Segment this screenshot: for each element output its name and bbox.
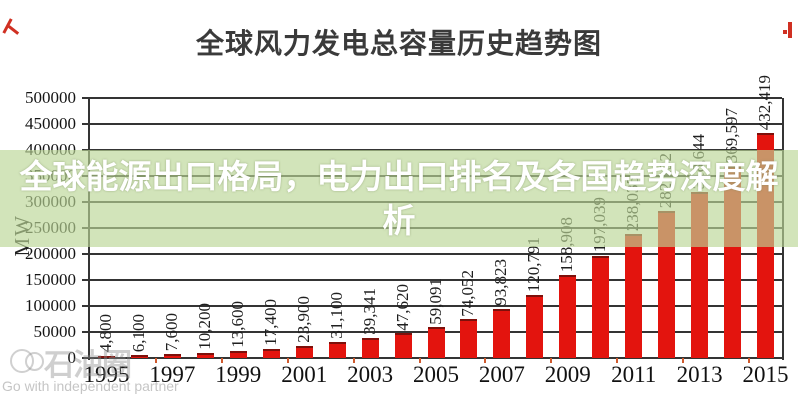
x-axis-label: 2001 (281, 362, 328, 387)
y-axis-label: 100000 (25, 296, 76, 315)
bar (361, 337, 379, 358)
y-axis-label: 500000 (25, 88, 76, 107)
bar (460, 319, 478, 358)
watermark-logo-icon (25, 352, 44, 371)
chart-title: 全球风力发电总容量历史趋势图 (195, 28, 602, 59)
y-axis-label: 50000 (33, 322, 77, 341)
y-axis-label: 150000 (25, 270, 76, 289)
x-axis-tick (550, 358, 553, 363)
y-axis-label: 200000 (25, 244, 76, 263)
bar (229, 350, 247, 358)
bar-value-label: 10,200 (194, 302, 214, 350)
x-axis-tick (418, 358, 421, 363)
y-axis-tick (82, 253, 90, 255)
bar-value-label: 432,419 (755, 74, 775, 131)
bar (295, 345, 313, 358)
bar (196, 352, 214, 358)
y-axis-tick (82, 279, 90, 281)
y-axis-tick (82, 331, 90, 333)
bar-value-label: 23,900 (293, 295, 313, 343)
watermark-corner-mark-icon (788, 22, 792, 38)
gridline (90, 305, 782, 307)
bar (130, 354, 148, 358)
bar (328, 341, 346, 358)
bar (493, 309, 511, 358)
x-axis-tick (154, 358, 157, 363)
y-axis-tick (82, 305, 90, 307)
bar-value-label: 7,600 (161, 312, 181, 352)
bar-value-label: 6,100 (128, 313, 148, 352)
bar-value-label: 93,823 (491, 259, 511, 307)
y-axis-tick (82, 357, 90, 359)
x-axis-tick (286, 358, 289, 363)
x-axis-label: 2007 (478, 362, 525, 387)
x-axis-label: 2011 (611, 362, 657, 387)
bar (394, 333, 412, 358)
x-axis-label: 2013 (676, 362, 723, 387)
article-title-overlay: 全球能源出口格局，电力出口排名及各国趋势深度解析 (0, 150, 798, 247)
x-axis-label: 1997 (149, 362, 196, 387)
gridline (90, 253, 782, 255)
x-axis-tick (682, 358, 685, 363)
bar (526, 295, 544, 358)
bar (163, 354, 181, 358)
bar (427, 327, 445, 358)
gridline (90, 97, 782, 99)
x-axis-label: 1995 (83, 362, 130, 387)
bar-value-label: 74,052 (458, 269, 478, 317)
x-axis-tick (220, 358, 223, 363)
watermark-tagline: Go with independent partner (2, 378, 179, 394)
gridline (90, 123, 782, 125)
bar (592, 255, 610, 358)
bar (559, 275, 577, 358)
y-axis-tick (82, 97, 90, 99)
y-axis-label: 450000 (25, 114, 76, 133)
x-axis-label: 2005 (413, 362, 459, 387)
watermark-corner-mark-icon (783, 30, 787, 34)
bar (625, 234, 643, 358)
bar-value-label: 13,600 (227, 301, 247, 348)
x-axis-label: 2003 (347, 362, 394, 387)
y-axis-tick (82, 123, 90, 125)
x-axis-tick (484, 358, 487, 363)
y-axis-label: 0 (67, 348, 77, 367)
bar-value-label: 59,091 (425, 277, 445, 325)
bar-value-label: 39,341 (359, 287, 379, 335)
x-axis-tick (748, 358, 751, 363)
bar (262, 348, 280, 358)
x-axis-label: 2009 (544, 362, 591, 387)
article-title-text: 全球能源出口格局，电力出口排名及各国趋势深度解析 (19, 158, 779, 239)
x-axis-label: 1999 (215, 362, 262, 387)
gridline (90, 279, 782, 281)
x-axis-tick (616, 358, 619, 363)
watermark-brand: 石油圈 (44, 349, 132, 382)
bar (97, 355, 115, 358)
x-axis-label: 2015 (742, 362, 789, 387)
bar-value-label: 17,400 (260, 299, 280, 346)
bar-value-label: 47,620 (392, 283, 412, 331)
bar-value-label: 31,100 (326, 292, 346, 339)
x-axis-tick (352, 358, 355, 363)
gridline (90, 357, 782, 359)
